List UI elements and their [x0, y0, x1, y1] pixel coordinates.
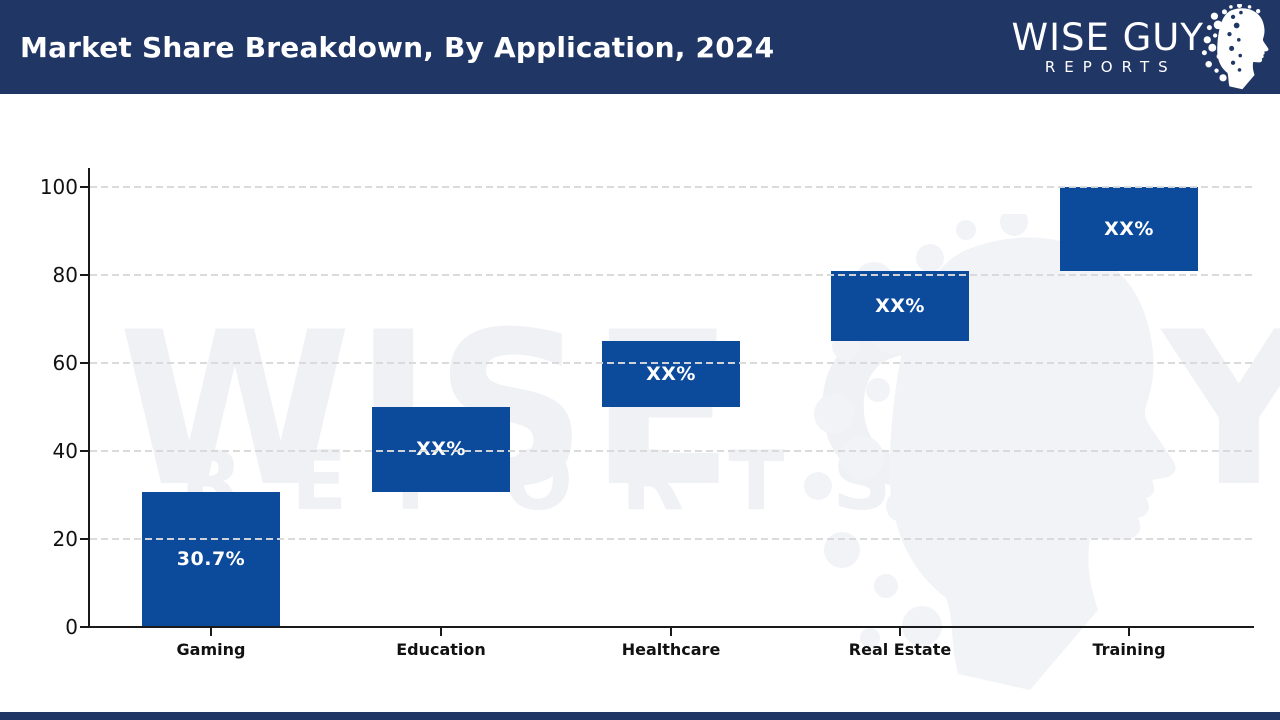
x-axis-line: [88, 626, 1254, 628]
y-tick-label-0: 0: [65, 615, 78, 639]
chart-title: Market Share Breakdown, By Application, …: [20, 30, 775, 64]
category-label-real-estate: Real Estate: [848, 640, 952, 659]
brand-logo: WISE GUY REPORTS: [1012, 4, 1276, 90]
brand-name: WISE GUY: [1011, 16, 1204, 59]
category-label-healthcare: Healthcare: [621, 640, 721, 659]
category-label-education: Education: [396, 640, 486, 659]
bar-healthcare: XX%: [602, 341, 740, 407]
y-tick-20: [80, 538, 88, 540]
y-tick-label-60: 60: [52, 351, 78, 375]
bar-value-label: XX%: [875, 294, 925, 317]
y-tick-label-100: 100: [39, 175, 78, 199]
gridline-20: [90, 538, 1253, 540]
gridline-100: [90, 186, 1253, 188]
x-tick-healthcare: [670, 628, 672, 636]
y-tick-80: [80, 274, 88, 276]
y-axis-line: [88, 168, 90, 628]
category-label-training: Training: [1092, 640, 1166, 659]
x-tick-real-estate: [899, 628, 901, 636]
x-tick-training: [1128, 628, 1130, 636]
bar-value-label: XX%: [646, 363, 696, 385]
y-tick-label-40: 40: [52, 439, 78, 463]
category-label-gaming: Gaming: [176, 640, 246, 659]
bar-training: XX%: [1060, 187, 1198, 271]
brand-logo-text: WISE GUY REPORTS: [1012, 19, 1204, 75]
watermark-text-reports: REPORTS: [180, 434, 940, 529]
bar-education: XX%: [372, 407, 510, 492]
bar-value-label: XX%: [416, 438, 466, 461]
bar-gaming: 30.7%: [142, 491, 280, 627]
header-bar: Market Share Breakdown, By Application, …: [0, 0, 1280, 94]
y-tick-100: [80, 186, 88, 188]
y-tick-0: [80, 626, 88, 628]
bar-real-estate: XX%: [831, 270, 969, 341]
y-tick-40: [80, 450, 88, 452]
footer-bar: [0, 712, 1280, 720]
gridline-40: [90, 450, 1253, 452]
x-tick-education: [440, 628, 442, 636]
brand-subname: REPORTS: [1044, 58, 1177, 76]
y-tick-label-20: 20: [52, 527, 78, 551]
x-tick-gaming: [210, 628, 212, 636]
y-tick-60: [80, 362, 88, 364]
gridline-60: [90, 362, 1253, 364]
y-tick-label-80: 80: [52, 263, 78, 287]
bar-value-label: 30.7%: [176, 548, 246, 571]
bar-value-label: XX%: [1104, 217, 1154, 240]
brand-head-icon: [1201, 4, 1269, 90]
gridline-80: [90, 274, 1253, 276]
